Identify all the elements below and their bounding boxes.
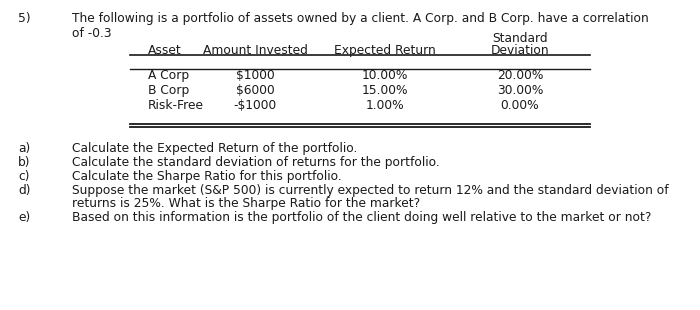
Text: Calculate the standard deviation of returns for the portfolio.: Calculate the standard deviation of retu… [72, 156, 440, 169]
Text: e): e) [18, 211, 30, 224]
Text: 15.00%: 15.00% [362, 84, 408, 97]
Text: 20.00%: 20.00% [497, 69, 543, 82]
Text: of -0.3: of -0.3 [72, 27, 111, 40]
Text: Calculate the Expected Return of the portfolio.: Calculate the Expected Return of the por… [72, 142, 358, 155]
Text: B Corp: B Corp [148, 84, 189, 97]
Text: Calculate the Sharpe Ratio for this portfolio.: Calculate the Sharpe Ratio for this port… [72, 170, 342, 183]
Text: Suppose the market (S&P 500) is currently expected to return 12% and the standar: Suppose the market (S&P 500) is currentl… [72, 184, 668, 197]
Text: $6000: $6000 [236, 84, 274, 97]
Text: Amount Invested: Amount Invested [202, 44, 307, 57]
Text: Asset: Asset [148, 44, 182, 57]
Text: Based on this information is the portfolio of the client doing well relative to : Based on this information is the portfol… [72, 211, 652, 224]
Text: 30.00%: 30.00% [497, 84, 543, 97]
Text: a): a) [18, 142, 30, 155]
Text: $1000: $1000 [236, 69, 274, 82]
Text: 1.00%: 1.00% [365, 99, 405, 112]
Text: Standard: Standard [492, 32, 548, 45]
Text: Expected Return: Expected Return [334, 44, 436, 57]
Text: A Corp: A Corp [148, 69, 189, 82]
Text: b): b) [18, 156, 31, 169]
Text: 5): 5) [18, 12, 31, 25]
Text: Deviation: Deviation [491, 44, 550, 57]
Text: returns is 25%. What is the Sharpe Ratio for the market?: returns is 25%. What is the Sharpe Ratio… [72, 197, 420, 210]
Text: 0.00%: 0.00% [500, 99, 539, 112]
Text: Risk-Free: Risk-Free [148, 99, 204, 112]
Text: c): c) [18, 170, 29, 183]
Text: -$1000: -$1000 [233, 99, 276, 112]
Text: d): d) [18, 184, 31, 197]
Text: The following is a portfolio of assets owned by a client. A Corp. and B Corp. ha: The following is a portfolio of assets o… [72, 12, 649, 25]
Text: 10.00%: 10.00% [362, 69, 408, 82]
